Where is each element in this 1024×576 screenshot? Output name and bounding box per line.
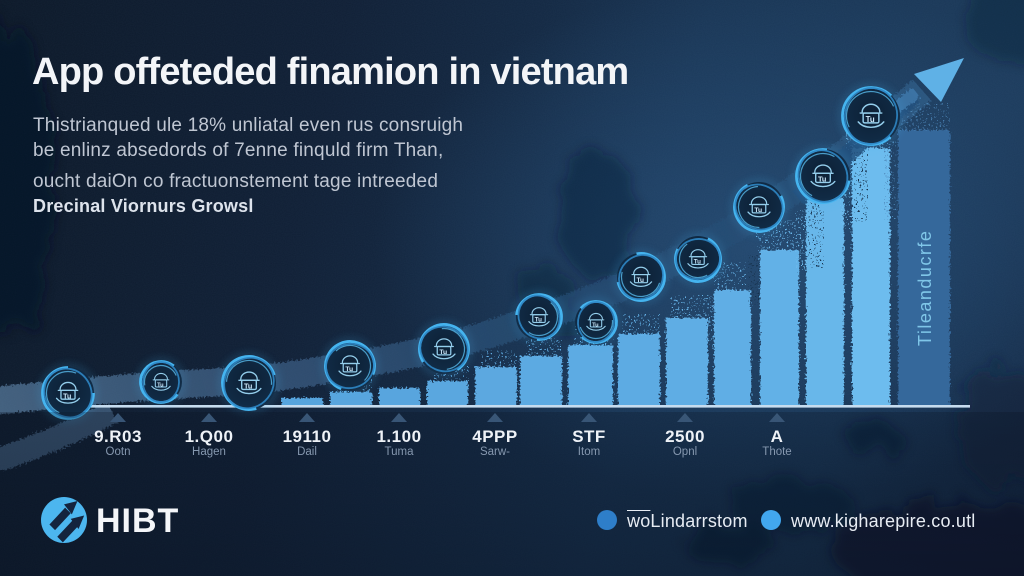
svg-text:Tu: Tu [818,174,826,183]
svg-text:Tu: Tu [157,382,164,388]
svg-text:Tu: Tu [592,322,599,328]
svg-text:Tu: Tu [866,115,875,124]
svg-text:Tu: Tu [535,317,542,324]
svg-text:Tileanducrfe: Tileanducrfe [915,230,935,346]
svg-text:Tu: Tu [694,259,701,266]
svg-text:Tu: Tu [244,381,252,390]
svg-text:Tu: Tu [754,207,762,214]
svg-text:Tu: Tu [345,366,353,373]
svg-text:Tu: Tu [63,393,71,400]
svg-text:Tu: Tu [439,349,447,356]
svg-text:Tu: Tu [637,277,644,284]
